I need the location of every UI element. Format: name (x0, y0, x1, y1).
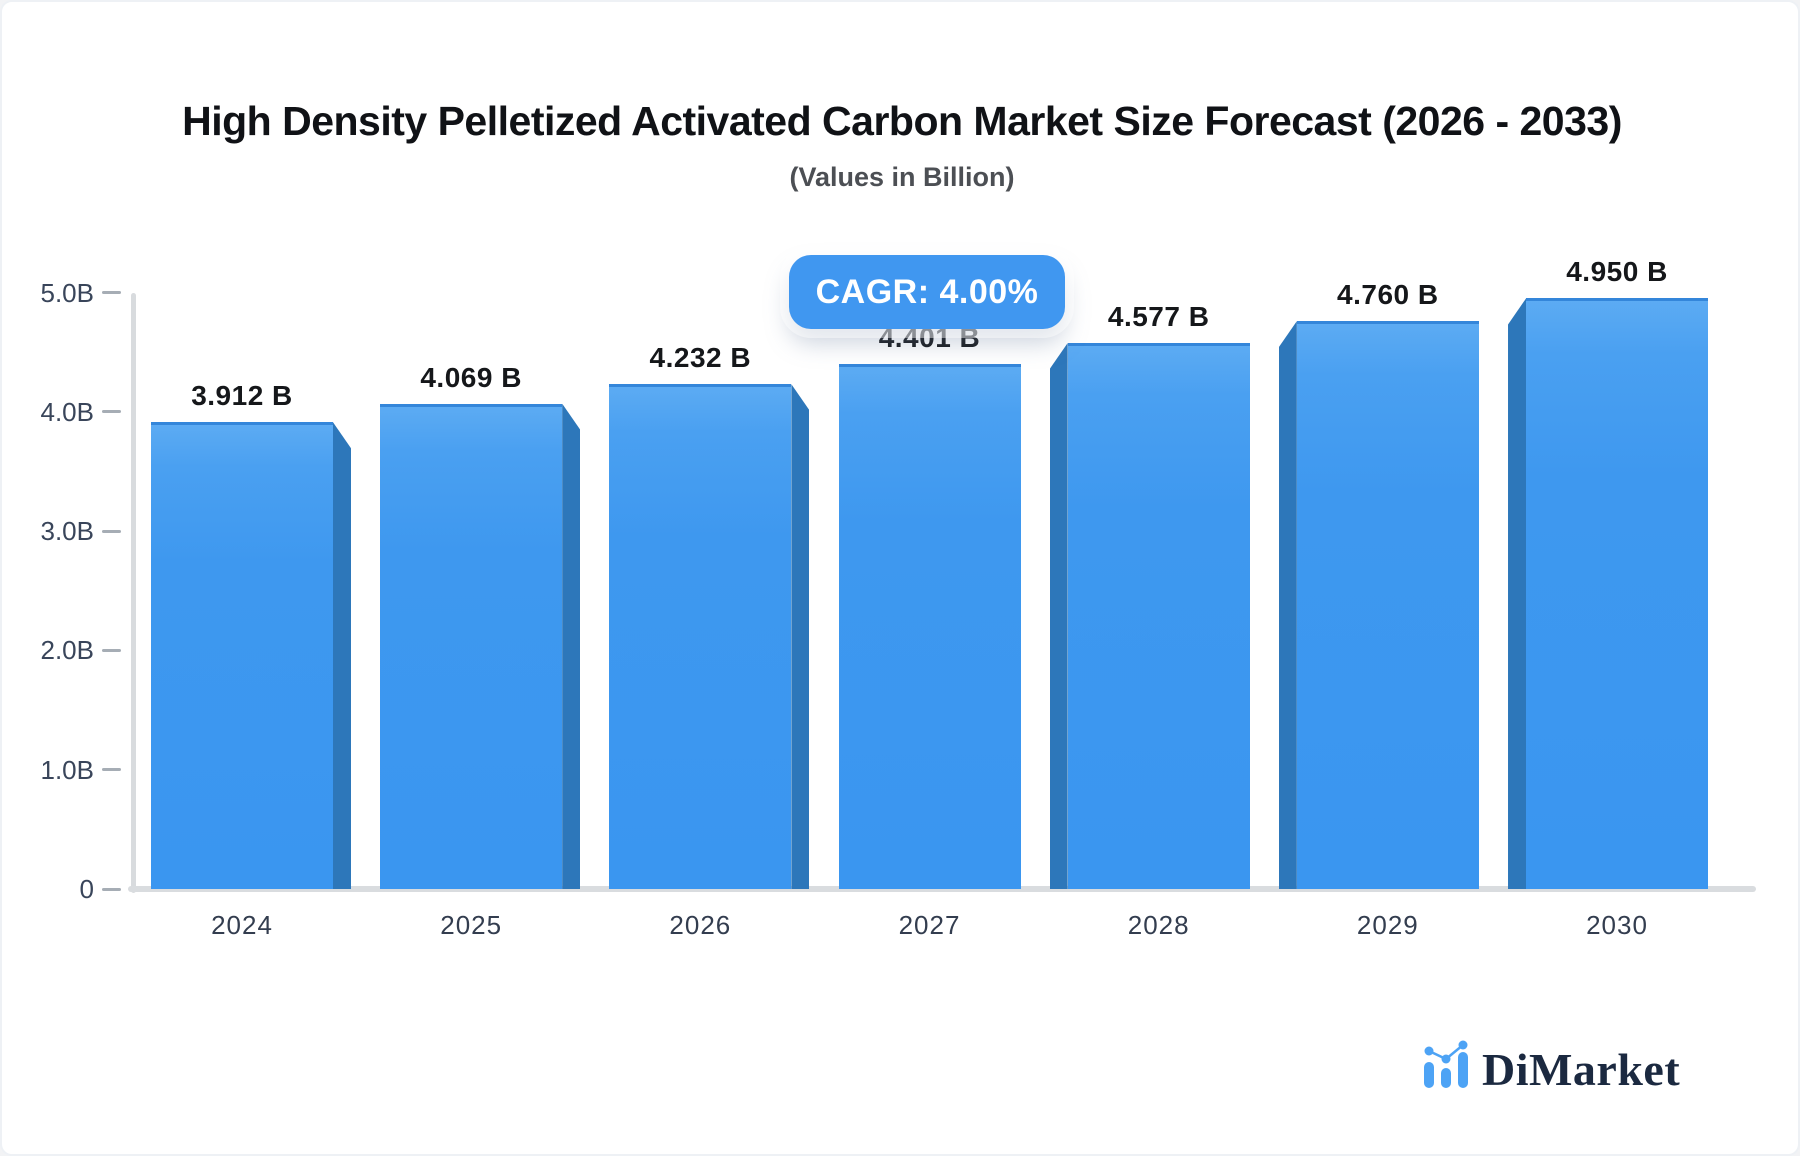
y-tick-label-2.0B: 2.0B (40, 635, 95, 666)
y-tick-mark (102, 410, 121, 414)
bar-2024[interactable] (151, 422, 333, 889)
y-tick-mark (102, 768, 121, 772)
y-tick-label-3.0B: 3.0B (40, 516, 95, 547)
bar-2030[interactable] (1526, 298, 1709, 889)
bar-2025[interactable] (380, 403, 563, 889)
x-tick-label-2030: 2030 (1586, 910, 1648, 940)
y-tick-label-4.0B: 4.0B (40, 396, 95, 427)
y-tick-label-5.0B: 5.0B (40, 277, 95, 308)
bar-2029[interactable] (1296, 321, 1479, 889)
x-tick-label-2024: 2024 (211, 910, 273, 940)
bar-3d-side-2029 (1278, 321, 1297, 889)
brand-logo[interactable]: DiMarket (1422, 1040, 1680, 1095)
bar-3d-side-2026 (791, 384, 810, 889)
y-tick-label-0: 0 (79, 874, 94, 904)
value-label-2029: 4.760 B (1337, 279, 1439, 311)
bar-3d-side-2028 (1049, 342, 1068, 889)
y-tick-mark (102, 529, 121, 533)
value-label-2024: 3.912 B (191, 380, 293, 412)
x-tick-label-2027: 2027 (898, 910, 961, 940)
bar-3d-side-2030 (1508, 298, 1527, 889)
chart-title: High Density Pelletized Activated Carbon… (182, 98, 1622, 144)
y-tick-mark (102, 291, 121, 294)
x-tick-label-2029: 2029 (1356, 910, 1419, 940)
chart-subtitle: (Values in Billion) (789, 162, 1015, 192)
brand-name: DiMarket (1482, 1044, 1681, 1095)
mini-bar-chart-icon (1422, 1040, 1470, 1095)
bar-2028[interactable] (1067, 342, 1250, 889)
y-axis-line (131, 293, 136, 893)
value-label-2026: 4.232 B (649, 342, 752, 374)
x-tick-label-2026: 2026 (669, 910, 732, 940)
y-tick-label-1.0B: 1.0B (40, 754, 95, 785)
value-label-2025: 4.069 B (420, 361, 522, 393)
x-tick-label-2028: 2028 (1127, 910, 1190, 940)
y-tick-mark (102, 648, 121, 652)
y-tick-mark (102, 887, 121, 891)
x-axis-line (128, 886, 1756, 892)
bar-3d-side-2024 (333, 422, 351, 889)
bar-3d-side-2025 (562, 403, 581, 889)
value-label-2028: 4.577 B (1107, 300, 1210, 332)
x-tick-label-2025: 2025 (440, 910, 503, 940)
cagr-badge: CAGR: 4.00% (789, 255, 1065, 329)
value-label-2030: 4.950 B (1566, 256, 1668, 288)
bar-2027[interactable] (838, 363, 1021, 889)
bar-2026[interactable] (609, 384, 792, 889)
